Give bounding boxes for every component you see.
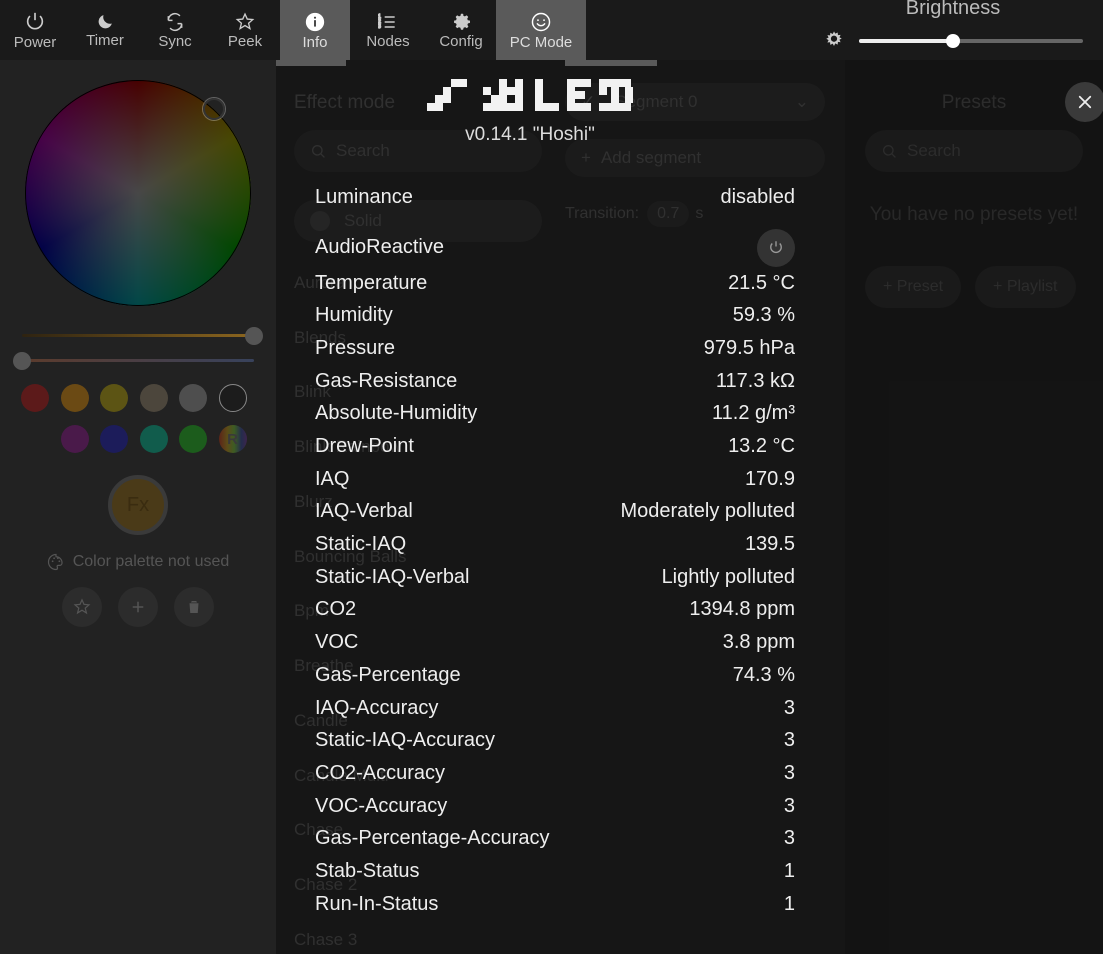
svg-text:3: 3 — [378, 23, 381, 29]
